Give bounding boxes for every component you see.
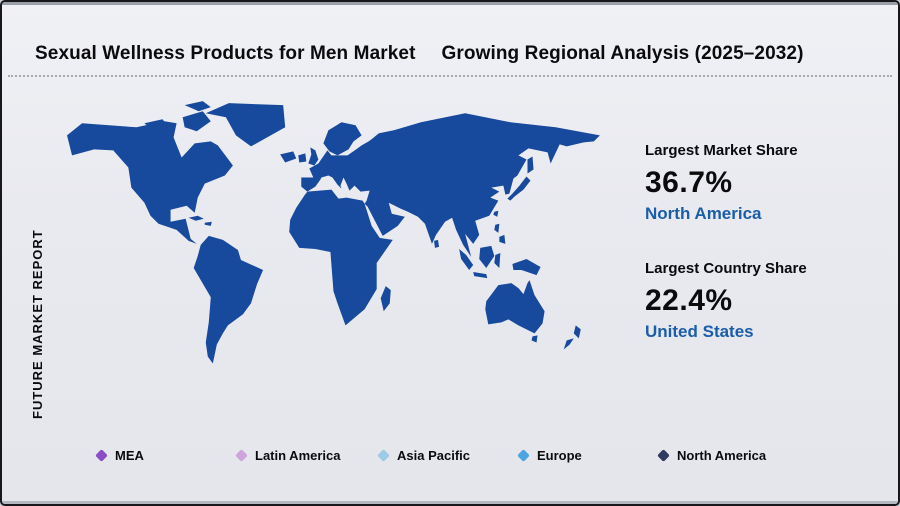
continent-australia [485, 280, 545, 334]
island-new-guinea [512, 258, 541, 276]
legend-dot-icon [235, 449, 248, 462]
page-title: Sexual Wellness Products for Men Market … [35, 43, 804, 65]
stat-value: 36.7% [645, 166, 733, 199]
island-java [473, 272, 488, 279]
legend-label: North America [677, 448, 767, 463]
stat-label: Largest Market Share [645, 142, 798, 159]
legend-dot-icon [657, 449, 670, 462]
island-borneo [479, 245, 495, 269]
legend-dot-icon [377, 449, 390, 462]
island-greenland [205, 103, 286, 147]
legend-label: Asia Pacific [397, 448, 470, 463]
stat-region: United States [645, 322, 754, 341]
island-sri-lanka [433, 239, 440, 248]
island-sakhalin [527, 156, 534, 174]
island-great-britain [308, 147, 319, 166]
legend-label: Europe [537, 448, 582, 463]
stat-value: 22.4% [645, 284, 733, 317]
island-tasmania [531, 335, 538, 343]
continent-eurasia [301, 113, 600, 257]
stat-largest-market-share: Largest Market Share 36.7% North America [645, 142, 890, 224]
continent-north-america [67, 121, 233, 244]
region-legend: MEA Latin America Asia Pacific Europe No… [2, 448, 898, 472]
world-map-svg [67, 101, 600, 364]
island-cuba [188, 215, 204, 221]
peninsula-scandinavia [323, 122, 362, 156]
island-taiwan [493, 210, 499, 217]
world-map [64, 97, 622, 424]
world-map-landmasses [67, 101, 600, 364]
page-title-analysis: Growing Regional Analysis (2025–2032) [441, 43, 804, 64]
dotted-divider [8, 75, 892, 77]
island-hispaniola [204, 221, 212, 226]
legend-dot-icon [517, 449, 530, 462]
legend-item-north-america: North America [657, 448, 767, 463]
legend-label: Latin America [255, 448, 341, 463]
top-edge-strip [2, 2, 898, 5]
island-ireland [298, 153, 307, 163]
stat-region: North America [645, 204, 762, 223]
legend-item-europe: Europe [517, 448, 582, 463]
continent-africa [289, 189, 393, 326]
bottom-edge-strip [2, 501, 898, 504]
legend-label: MEA [115, 448, 144, 463]
continent-south-america [193, 235, 264, 364]
island-madagascar [380, 286, 391, 312]
islands-canadian-arctic [144, 101, 211, 132]
brand-vertical-label: FUTURE MARKET REPORT [30, 229, 45, 419]
islands-new-zealand [563, 325, 581, 350]
island-iceland [280, 151, 297, 163]
legend-item-latin-america: Latin America [235, 448, 341, 463]
islands-japan [507, 176, 531, 201]
island-sumatra [459, 248, 474, 271]
legend-item-mea: MEA [95, 448, 144, 463]
page-title-market: Sexual Wellness Products for Men Market [35, 43, 416, 64]
legend-item-asia-pacific: Asia Pacific [377, 448, 470, 463]
stat-label: Largest Country Share [645, 260, 807, 277]
islands-philippines [494, 223, 506, 244]
stat-largest-country-share: Largest Country Share 22.4% United State… [645, 260, 890, 342]
stats-panel: Largest Market Share 36.7% North America… [645, 142, 890, 342]
island-sulawesi [494, 252, 501, 269]
legend-dot-icon [95, 449, 108, 462]
